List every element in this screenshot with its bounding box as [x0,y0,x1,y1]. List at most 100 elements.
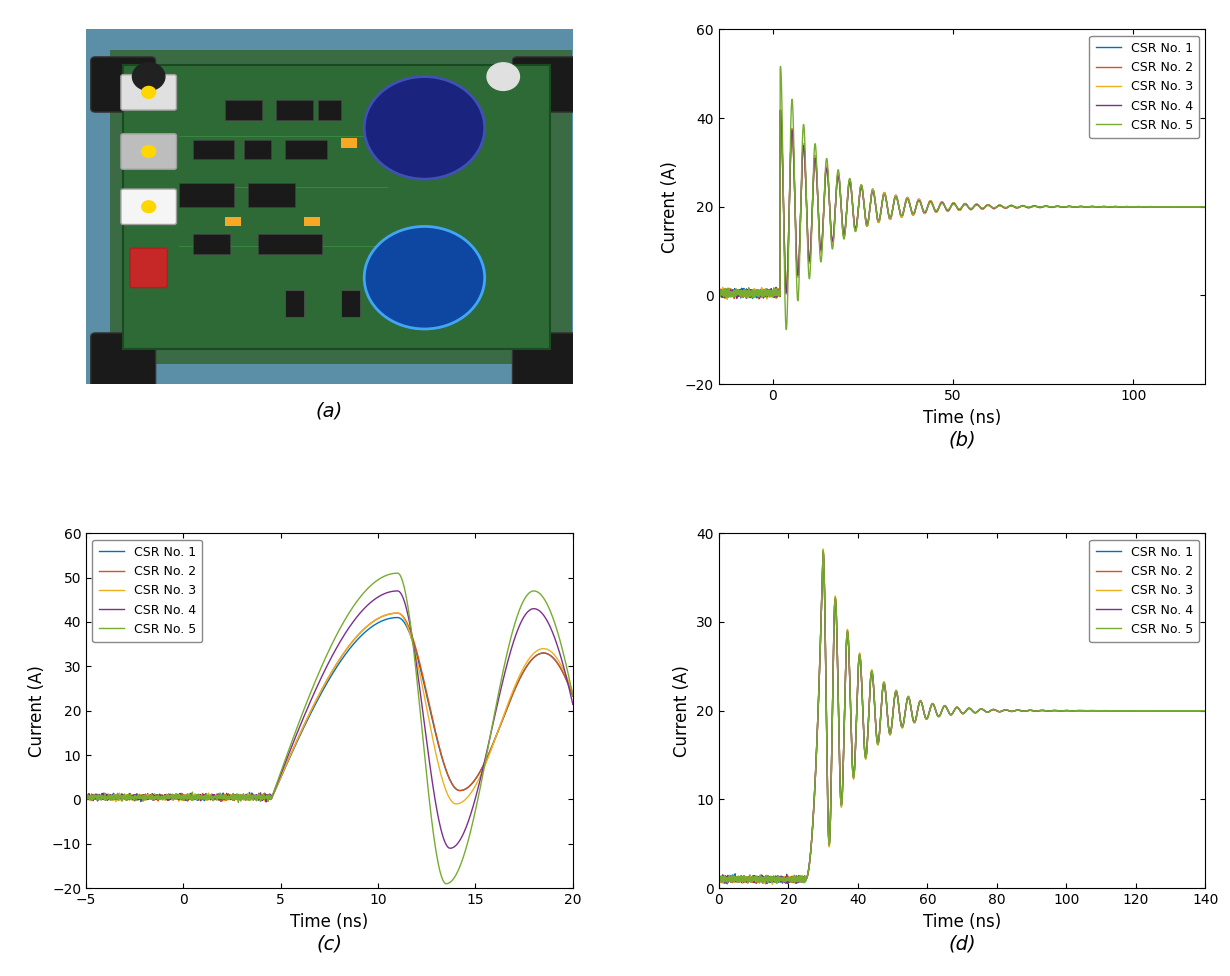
CSR No. 3 [1075,705,1090,716]
FancyBboxPatch shape [225,217,241,226]
CSR No. 5 [898,709,913,720]
FancyBboxPatch shape [257,234,322,254]
CSR No. 5 [800,233,814,245]
CSR No. 2 [273,772,288,784]
CSR No. 4 [1075,201,1090,213]
CSR No. 2 [181,795,196,807]
CSR No. 4 [273,770,288,782]
CSR No. 2 [1112,201,1127,213]
Line: CSR No. 3: CSR No. 3 [718,549,1205,884]
CSR No. 3 [1198,705,1213,716]
Legend: CSR No. 1, CSR No. 2, CSR No. 3, CSR No. 4, CSR No. 5: CSR No. 1, CSR No. 2, CSR No. 3, CSR No.… [1090,35,1199,138]
CSR No. 3 [576,718,590,730]
CSR No. 4 [800,871,814,882]
CSR No. 5 [79,793,93,804]
CSR No. 1 [520,659,535,671]
CSR No. 2 [1004,199,1018,211]
CSR No. 4 [898,709,913,720]
CSR No. 1 [79,791,93,802]
CSR No. 1 [1028,200,1043,212]
CSR No. 5 [815,545,830,556]
CSR No. 4 [774,104,788,116]
CSR No. 5 [576,740,590,752]
Line: CSR No. 2: CSR No. 2 [86,613,592,801]
CSR No. 5 [390,567,405,579]
CSR No. 3 [137,791,151,802]
Text: (b): (b) [948,430,975,449]
X-axis label: Time (ns): Time (ns) [922,409,1001,427]
CSR No. 4 [79,790,93,801]
CSR No. 1 [1198,201,1213,213]
Circle shape [133,62,165,91]
CSR No. 2 [520,659,535,671]
Circle shape [141,87,156,99]
Y-axis label: Current (A): Current (A) [673,665,691,756]
CSR No. 2 [137,793,151,804]
CSR No. 3 [449,798,464,810]
CSR No. 2 [584,755,599,767]
CSR No. 4 [137,789,151,800]
CSR No. 1 [1112,201,1127,213]
CSR No. 3 [295,723,310,735]
Text: (a): (a) [316,402,343,421]
CSR No. 1 [1075,201,1090,213]
CSR No. 2 [749,877,764,889]
Text: (c): (c) [316,934,342,954]
CSR No. 4 [443,842,458,854]
CSR No. 2 [1198,705,1213,716]
CSR No. 5 [137,792,151,803]
Line: CSR No. 4: CSR No. 4 [86,590,592,848]
Y-axis label: Current (A): Current (A) [28,665,47,756]
FancyBboxPatch shape [304,217,320,226]
CSR No. 3 [79,790,93,801]
Circle shape [487,62,519,91]
FancyBboxPatch shape [193,234,230,254]
CSR No. 4 [576,745,590,756]
CSR No. 1 [1004,199,1018,211]
CSR No. 2 [815,546,830,557]
CSR No. 4 [711,285,726,297]
FancyBboxPatch shape [91,333,156,388]
CSR No. 4 [295,715,310,727]
FancyBboxPatch shape [121,74,176,110]
CSR No. 1 [1112,705,1127,716]
FancyBboxPatch shape [86,29,595,385]
CSR No. 3 [1004,706,1018,717]
CSR No. 1 [711,874,726,885]
CSR No. 3 [800,871,814,882]
CSR No. 5 [779,324,793,336]
Line: CSR No. 3: CSR No. 3 [718,110,1205,300]
CSR No. 2 [800,871,814,882]
CSR No. 3 [800,225,814,237]
FancyBboxPatch shape [225,101,262,120]
FancyBboxPatch shape [285,290,304,317]
FancyBboxPatch shape [513,333,577,388]
CSR No. 5 [520,589,535,600]
CSR No. 4 [1004,200,1018,212]
CSR No. 5 [273,768,288,780]
CSR No. 5 [1112,705,1127,716]
CSR No. 4 [166,790,181,801]
X-axis label: Time (ns): Time (ns) [922,913,1001,930]
CSR No. 3 [1004,199,1018,211]
CSR No. 1 [898,709,913,720]
CSR No. 2 [1075,201,1090,213]
CSR No. 5 [774,61,788,72]
Legend: CSR No. 1, CSR No. 2, CSR No. 3, CSR No. 4, CSR No. 5: CSR No. 1, CSR No. 2, CSR No. 3, CSR No.… [1090,540,1199,642]
CSR No. 4 [1028,200,1043,212]
CSR No. 3 [765,878,780,890]
CSR No. 1 [1028,706,1043,717]
Circle shape [364,226,485,329]
CSR No. 1 [800,871,814,882]
CSR No. 2 [1075,705,1090,716]
X-axis label: Time (ns): Time (ns) [290,913,369,930]
Line: CSR No. 5: CSR No. 5 [718,550,1205,884]
FancyBboxPatch shape [244,140,272,159]
CSR No. 2 [898,199,913,211]
CSR No. 2 [390,607,405,619]
CSR No. 5 [800,871,814,882]
CSR No. 1 [133,795,148,807]
Line: CSR No. 1: CSR No. 1 [86,618,592,801]
CSR No. 4 [1004,706,1018,717]
Y-axis label: Current (A): Current (A) [662,161,679,253]
